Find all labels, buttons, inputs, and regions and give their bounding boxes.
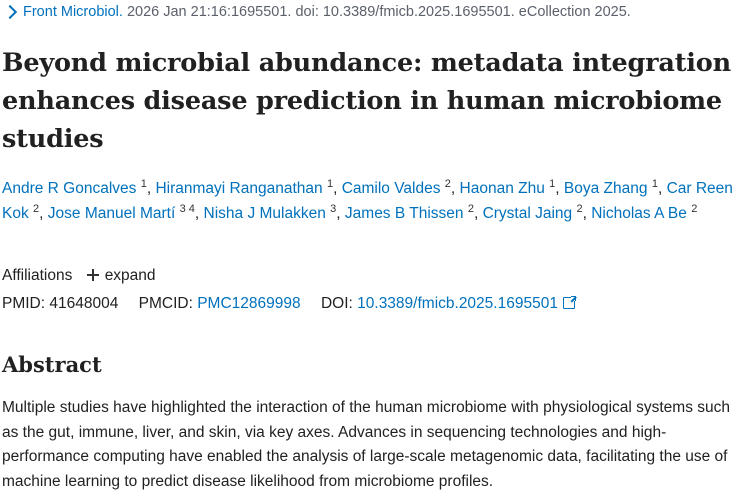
- author-affiliation-number[interactable]: 1: [549, 178, 556, 190]
- author-link[interactable]: Camilo Valdes: [341, 180, 441, 197]
- author-list: Andre R Goncalves 1, Hiranmayi Ranganath…: [2, 178, 733, 223]
- author-affiliation-number[interactable]: 3: [330, 203, 337, 215]
- plus-icon: [86, 269, 99, 281]
- citation-line: Front Microbiol. 2026 Jan 21:16:1695501.…: [2, 4, 631, 20]
- pmcid-label: PMCID:: [138, 295, 193, 312]
- expand-label: expand: [104, 267, 156, 284]
- chevron-right-icon[interactable]: [2, 4, 18, 19]
- author-affiliation-number[interactable]: 1: [326, 178, 334, 190]
- external-link-icon[interactable]: [562, 295, 577, 309]
- author-affiliation-number[interactable]: 1: [651, 178, 658, 190]
- doi-label: DOI:: [320, 295, 353, 312]
- journal-link[interactable]: Front Microbiol.: [23, 4, 123, 20]
- affiliations-expand-button[interactable]: expand: [86, 267, 156, 284]
- author-link[interactable]: Haonan Zhu: [459, 180, 545, 197]
- affiliations-label: Affiliations: [2, 267, 73, 284]
- author-link[interactable]: Crystal Jaing: [482, 205, 573, 222]
- citation-details: 2026 Jan 21:16:1695501. doi: 10.3389/fmi…: [126, 4, 631, 20]
- author-affiliation-number[interactable]: 2: [444, 178, 451, 190]
- author-link[interactable]: Boya Zhang: [563, 180, 648, 197]
- author-affiliation-number[interactable]: 3 4: [179, 203, 195, 215]
- identifiers-row: PMID: 41648004 PMCID: PMC12869998 DOI: 1…: [2, 295, 577, 313]
- author-link[interactable]: Nicholas A Be: [591, 205, 687, 222]
- author-affiliation-number[interactable]: 2: [33, 203, 40, 215]
- pmid-label: PMID:: [2, 295, 46, 312]
- author-affiliation-number[interactable]: 1: [140, 178, 147, 190]
- author-link[interactable]: Nisha J Mulakken: [203, 205, 326, 222]
- abstract-text: Multiple studies have highlighted the in…: [2, 399, 731, 490]
- article-title: Beyond microbial abundance: metadata int…: [2, 48, 731, 154]
- pmid-value: 41648004: [49, 295, 119, 312]
- author-link[interactable]: Andre R Goncalves: [2, 180, 137, 197]
- author-link[interactable]: Hiranmayi Ranganathan: [155, 180, 323, 197]
- affiliations-row: Affiliations expand: [2, 267, 156, 285]
- pmcid-link[interactable]: PMC12869998: [197, 295, 301, 312]
- author-affiliation-number[interactable]: 2: [691, 203, 698, 215]
- doi-link[interactable]: 10.3389/fmicb.2025.1695501: [357, 295, 558, 312]
- author-link[interactable]: Car Reen Kok: [2, 180, 733, 222]
- author-link[interactable]: Jose Manuel Martí: [47, 205, 176, 222]
- author-affiliation-number[interactable]: 2: [467, 203, 474, 215]
- abstract-heading: Abstract: [2, 352, 102, 377]
- author-link[interactable]: James B Thissen: [344, 205, 464, 222]
- author-affiliation-number[interactable]: 2: [576, 203, 583, 215]
